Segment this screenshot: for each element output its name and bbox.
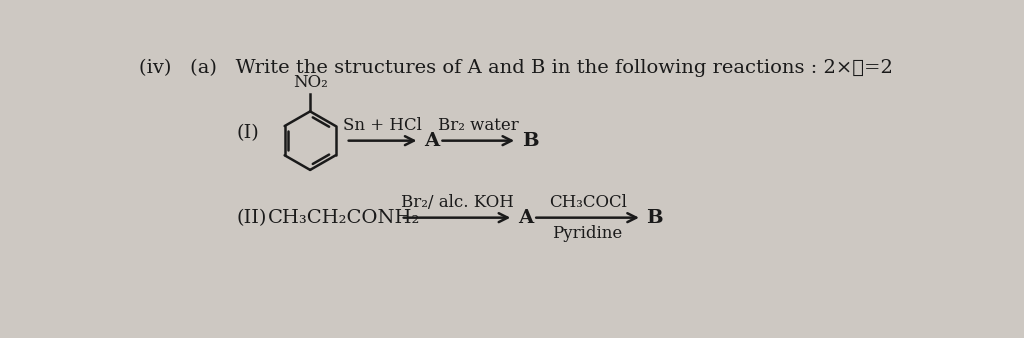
Text: NO₂: NO₂ bbox=[293, 74, 328, 91]
Text: (iv)   (a)   Write the structures of A and B in the following reactions : 2×ℓ=2: (iv) (a) Write the structures of A and B… bbox=[139, 58, 893, 76]
Text: B: B bbox=[646, 209, 664, 227]
Text: B: B bbox=[521, 132, 539, 150]
Text: A: A bbox=[518, 209, 532, 227]
Text: Pyridine: Pyridine bbox=[553, 224, 623, 242]
Text: CH₃COCl: CH₃COCl bbox=[549, 194, 627, 211]
Text: CH₃CH₂CONH₂: CH₃CH₂CONH₂ bbox=[267, 209, 420, 227]
Text: A: A bbox=[424, 132, 439, 150]
Text: Br₂ water: Br₂ water bbox=[438, 118, 519, 135]
Text: Sn + HCl: Sn + HCl bbox=[343, 118, 422, 135]
Text: Br₂/ alc. KOH: Br₂/ alc. KOH bbox=[400, 194, 513, 211]
Text: (II): (II) bbox=[237, 209, 267, 227]
Text: (I): (I) bbox=[237, 124, 259, 142]
